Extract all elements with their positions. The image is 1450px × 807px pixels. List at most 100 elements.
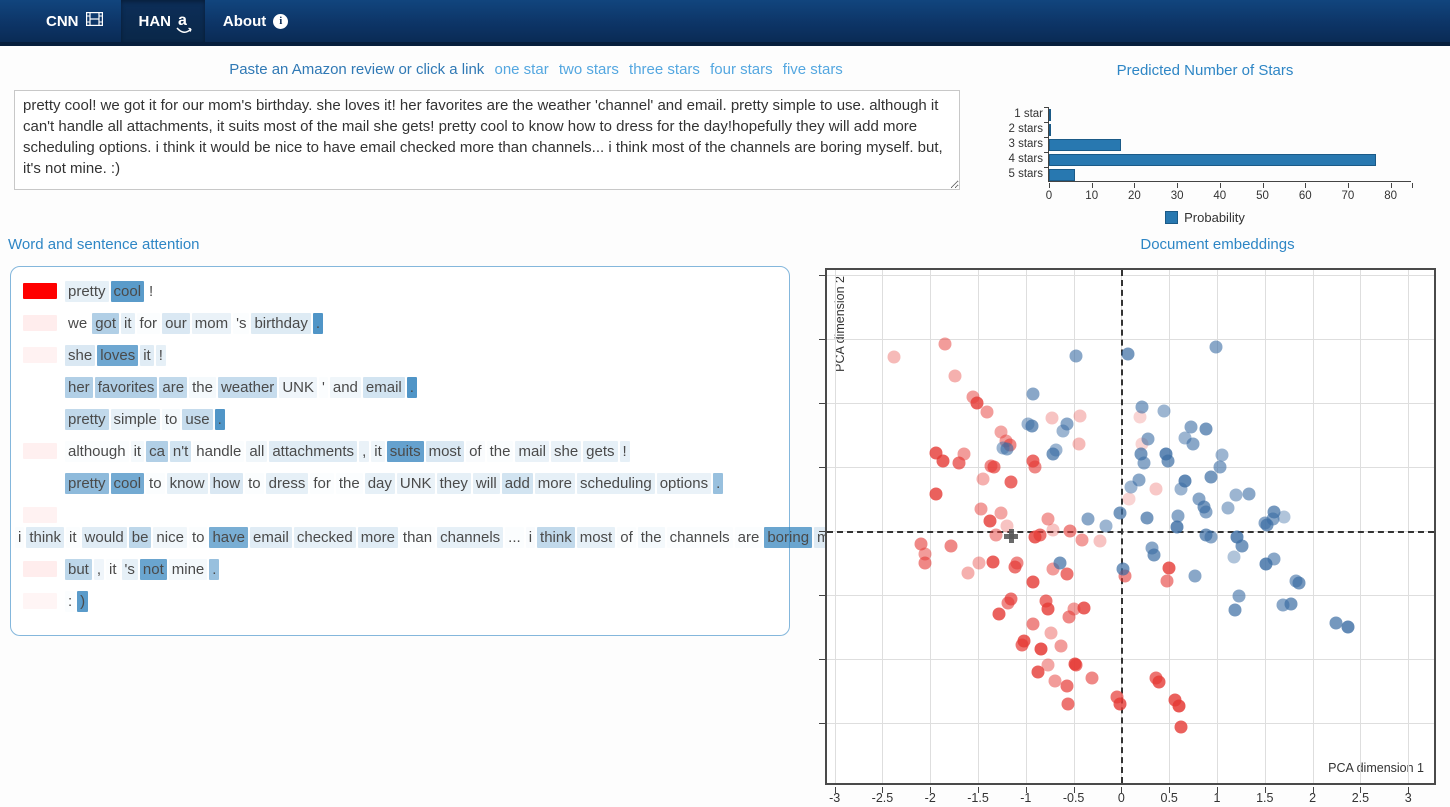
negative-reviews-dot	[1113, 697, 1126, 711]
negative-reviews-dot	[948, 369, 962, 383]
link-one-star[interactable]: one star	[494, 61, 549, 78]
attention-token: she	[65, 345, 96, 366]
positive-reviews-dot	[1232, 589, 1246, 603]
embeddings-plot-area[interactable]: PCA dimension 2 PCA dimension 1 -3 -2.5 -2…	[819, 268, 1436, 805]
positive-reviews-dot	[1227, 550, 1241, 564]
bar-x-tick	[1305, 183, 1307, 188]
attention-token: simple	[110, 409, 160, 430]
negative-reviews-dot	[989, 528, 1003, 542]
probability-bar[interactable]	[1049, 108, 1051, 121]
bar-y-tick	[1044, 122, 1049, 123]
attention-token: are	[159, 377, 188, 398]
attention-token: the	[637, 527, 665, 548]
negative-reviews-dot	[918, 556, 932, 570]
attention-token: to	[149, 475, 162, 492]
negative-reviews-dot	[1077, 601, 1091, 615]
scatter-x-tick	[1121, 787, 1123, 793]
negative-reviews-dot	[1015, 638, 1029, 652]
scatter-x-tick	[1025, 787, 1027, 793]
scatter-x-tick-label: 2.5	[1351, 791, 1370, 805]
positive-reviews-dot	[1199, 505, 1213, 519]
scatter-x-tick	[1217, 787, 1218, 793]
attention-token: know	[166, 473, 208, 494]
scatter-x-tick-label: 1.5	[1256, 791, 1274, 805]
positive-reviews-dot	[1141, 432, 1155, 446]
scatter-x-tick	[930, 787, 932, 793]
bar-x-tick-label: 0	[1045, 190, 1053, 202]
gridline	[882, 270, 884, 783]
probability-bar[interactable]	[1049, 123, 1051, 136]
positive-reviews-dot	[1000, 442, 1014, 456]
attention-token: than	[402, 529, 433, 546]
scatter-x-tick	[1169, 787, 1171, 793]
attention-token: more	[357, 527, 398, 548]
negative-reviews-dot	[1044, 626, 1058, 640]
gridline	[1360, 270, 1362, 783]
tab-about[interactable]: About i	[205, 0, 306, 42]
gridline	[827, 658, 1434, 660]
attention-token: ca	[146, 441, 168, 462]
positive-reviews-dot	[1147, 548, 1161, 562]
bar-category-label: 5 stars	[1008, 168, 1043, 180]
attention-token: .	[713, 473, 724, 494]
attention-token: day	[364, 473, 395, 494]
attention-token: UNK	[279, 377, 317, 398]
bar-category-label: 4 stars	[1008, 153, 1043, 165]
attention-token: to	[248, 475, 261, 492]
bar-x-tick	[1134, 183, 1136, 188]
gridline	[1312, 270, 1314, 783]
link-two-stars[interactable]: two stars	[558, 61, 619, 78]
scatter-x-tick	[1360, 787, 1362, 793]
negative-reviews-dot	[936, 454, 950, 468]
attention-token: ,	[93, 559, 105, 580]
negative-reviews-dot	[1060, 679, 1074, 693]
positive-reviews-dot	[1341, 620, 1355, 634]
attention-token: we	[68, 315, 88, 332]
positive-reviews-dot	[1113, 506, 1126, 520]
link-five-stars[interactable]: five stars	[782, 61, 843, 78]
attention-token: will	[472, 473, 500, 494]
negative-reviews-dot	[1028, 460, 1042, 474]
attention-token: to	[161, 409, 181, 430]
gridline	[827, 339, 1434, 341]
tab-han[interactable]: HAN a	[120, 0, 205, 42]
bar-plot-area[interactable]: 1 star 2 stars 3 stars 4 stars 5 stars 0 10 20 3…	[1008, 107, 1413, 202]
negative-reviews-dot	[1069, 658, 1083, 672]
positive-reviews-dot	[1213, 460, 1227, 474]
attention-token: !	[149, 283, 154, 300]
positive-reviews-dot	[1170, 520, 1184, 534]
positive-reviews-dot	[1204, 470, 1218, 484]
positive-reviews-dot	[1235, 539, 1249, 553]
gridline	[827, 722, 1434, 724]
attention-token: pretty	[65, 409, 109, 430]
attention-token: of	[620, 529, 633, 546]
attention-token: 's	[236, 315, 247, 332]
attention-token: pretty	[65, 473, 109, 494]
attention-sentence: although it ca n't handle all attachments, it su…	[15, 441, 783, 463]
tab-cnn[interactable]: CNN	[28, 0, 121, 42]
negative-reviews-dot	[929, 487, 943, 501]
bar-x-tick-label: 50	[1256, 190, 1269, 202]
scatter-x-tick	[978, 787, 980, 793]
attention-token: n't	[169, 441, 192, 462]
probability-bar[interactable]	[1049, 168, 1075, 181]
attention-token: to	[191, 529, 205, 546]
scatter-x-tick-label: 1	[1213, 791, 1221, 805]
bar-x-tick	[1091, 183, 1093, 188]
scatter-y-tick	[819, 403, 825, 405]
scatter-y-tick	[819, 722, 825, 724]
link-four-stars[interactable]: four stars	[710, 61, 773, 78]
bar-y-tick	[1044, 152, 1049, 153]
probability-bar[interactable]	[1049, 138, 1121, 151]
scatter-x-tick	[1408, 787, 1410, 793]
attention-section-title: Word and sentence attention	[8, 236, 200, 253]
link-three-stars[interactable]: three stars	[629, 61, 700, 78]
probability-bar[interactable]	[1049, 153, 1377, 166]
negative-reviews-dot	[1034, 642, 1048, 656]
attention-token: are	[737, 529, 760, 546]
attention-token: nice	[153, 527, 187, 548]
review-input[interactable]: pretty cool! we got it for our mom's bir…	[14, 90, 960, 190]
positive-reviews-dot	[1215, 448, 1229, 462]
sentence-attention-block	[23, 443, 57, 459]
gridline	[978, 270, 980, 783]
